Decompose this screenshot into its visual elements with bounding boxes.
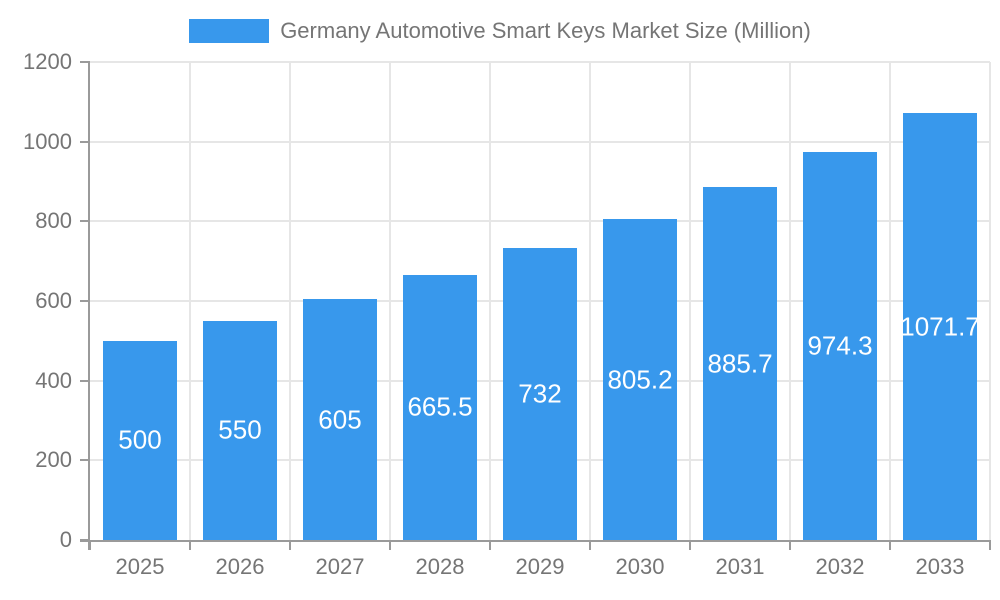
bar-value-label: 805.2 [607,364,673,395]
bar-value-label: 550 [218,414,262,445]
x-axis-label: 2026 [215,554,265,579]
y-axis-label: 1200 [23,49,72,74]
y-axis-label: 200 [35,447,72,473]
x-axis-tick [489,540,491,550]
x-axis-label: 2033 [915,554,965,579]
x-axis-tick [689,540,691,550]
bar-value-label: 885.7 [707,348,773,379]
x-axis-label: 2027 [315,554,365,579]
legend-swatch [189,19,270,43]
plot-area: 0 200 400 600 800 1000 1200 500 2025 550 2026 605 20… [23,49,991,579]
legend-label: Germany Automotive Smart Keys Market Siz… [280,18,811,43]
x-axis-label: 2031 [715,554,765,579]
y-axis-label: 800 [35,208,72,234]
y-axis-label: 400 [35,367,72,393]
gridline-vertical [489,62,491,540]
gridline-vertical [889,62,891,540]
y-axis-label: 600 [35,288,72,313]
x-axis-tick [189,540,191,550]
bar-value-label: 665.5 [407,391,473,422]
gridline-vertical [289,62,291,540]
y-axis-tick [80,140,90,143]
x-axis-label: 2030 [615,554,665,579]
x-axis-tick [589,540,591,550]
gridline-horizontal [90,220,990,223]
x-axis-tick [89,540,91,550]
bar [103,340,177,540]
y-axis-label: 0 [59,527,72,552]
x-axis-label: 2032 [815,554,865,579]
bar-value-label: 974.3 [807,330,873,361]
bar [803,151,877,540]
gridline-horizontal [90,140,990,143]
bar-value-label: 500 [118,424,162,455]
gridline-vertical [989,62,991,540]
x-axis-tick [889,540,891,550]
bar-value-label: 1071.7 [900,311,980,342]
x-axis-tick [389,540,391,550]
y-axis-tick [80,61,90,63]
bar-value-label: 732 [518,378,562,409]
bar [903,113,977,540]
chart-legend: Germany Automotive Smart Keys Market Siz… [0,18,1000,44]
bar [303,299,377,540]
bar-value-label: 605 [318,404,362,434]
y-axis-tick [80,300,90,302]
gridline-vertical [389,62,391,540]
bar [503,248,577,540]
gridline-vertical [189,62,191,540]
gridline-horizontal [90,61,990,63]
gridline-vertical [689,62,691,540]
y-axis-label: 1000 [23,128,72,154]
x-axis-tick [789,540,791,550]
y-axis-tick [80,379,90,382]
x-axis-tick [989,540,991,550]
x-axis-label: 2029 [515,554,565,579]
bar [703,187,777,540]
x-axis-tick [289,540,291,550]
bar [603,219,677,540]
bar [203,320,277,540]
gridline-vertical [789,62,791,540]
y-axis-tick [80,220,90,223]
x-axis-line [80,540,990,542]
y-axis-line [88,62,90,550]
gridline-vertical [589,62,591,540]
x-axis-label: 2028 [415,554,465,579]
x-axis-label: 2025 [115,554,165,579]
y-axis-tick [80,459,90,462]
bar [403,274,477,540]
